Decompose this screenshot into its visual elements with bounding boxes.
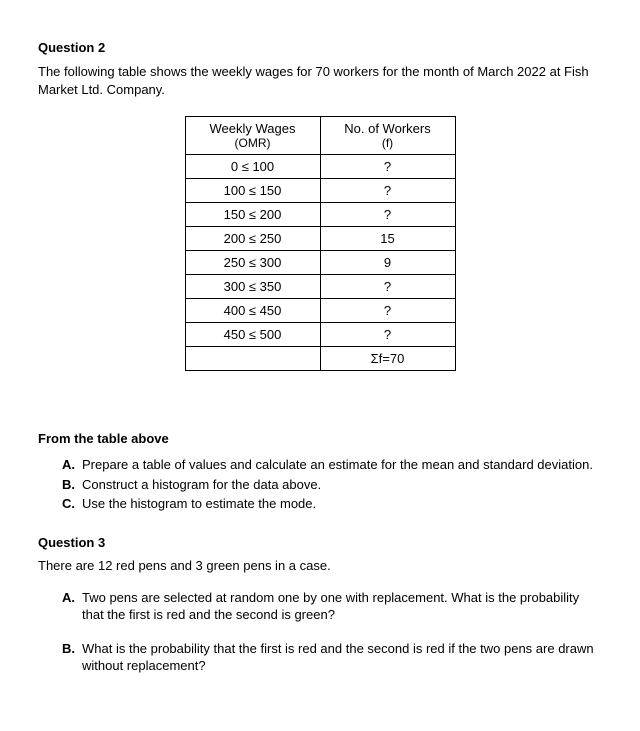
cell-total-left bbox=[185, 347, 320, 371]
question-2-title: Question 2 bbox=[38, 40, 602, 55]
part-a-text: Prepare a table of values and calculate … bbox=[82, 457, 593, 472]
q3-part-b: B. What is the probability that the firs… bbox=[62, 640, 602, 675]
wages-table: Weekly Wages (OMR) No. of Workers (f) 0 … bbox=[185, 116, 456, 371]
cell-wages: 0 ≤ 100 bbox=[185, 155, 320, 179]
cell-f: 15 bbox=[320, 227, 455, 251]
cell-total-right: Σf=70 bbox=[320, 347, 455, 371]
table-row: 250 ≤ 300 9 bbox=[185, 251, 455, 275]
cell-f: ? bbox=[320, 323, 455, 347]
cell-f: 9 bbox=[320, 251, 455, 275]
q3-part-a-text: Two pens are selected at random one by o… bbox=[82, 590, 579, 623]
part-b: B. Construct a histogram for the data ab… bbox=[62, 476, 602, 494]
table-row: 0 ≤ 100 ? bbox=[185, 155, 455, 179]
table-total-row: Σf=70 bbox=[185, 347, 455, 371]
from-table-above: From the table above bbox=[38, 431, 602, 446]
cell-wages: 150 ≤ 200 bbox=[185, 203, 320, 227]
question-3-parts: A. Two pens are selected at random one b… bbox=[38, 589, 602, 675]
cell-wages: 400 ≤ 450 bbox=[185, 299, 320, 323]
table-row: 400 ≤ 450 ? bbox=[185, 299, 455, 323]
header-wages-top: Weekly Wages bbox=[210, 121, 296, 136]
question-2-parts: A. Prepare a table of values and calcula… bbox=[38, 456, 602, 513]
table-row: 100 ≤ 150 ? bbox=[185, 179, 455, 203]
part-b-marker: B. bbox=[62, 476, 75, 494]
part-b-text: Construct a histogram for the data above… bbox=[82, 477, 321, 492]
part-c: C. Use the histogram to estimate the mod… bbox=[62, 495, 602, 513]
question-2-intro: The following table shows the weekly wag… bbox=[38, 63, 602, 98]
cell-wages: 200 ≤ 250 bbox=[185, 227, 320, 251]
cell-wages: 250 ≤ 300 bbox=[185, 251, 320, 275]
cell-f: ? bbox=[320, 203, 455, 227]
part-c-marker: C. bbox=[62, 495, 75, 513]
cell-f: ? bbox=[320, 299, 455, 323]
table-header-wages: Weekly Wages (OMR) bbox=[185, 117, 320, 155]
table-row: 150 ≤ 200 ? bbox=[185, 203, 455, 227]
part-c-text: Use the histogram to estimate the mode. bbox=[82, 496, 316, 511]
q3-part-a-marker: A. bbox=[62, 589, 75, 607]
part-a: A. Prepare a table of values and calcula… bbox=[62, 456, 602, 474]
cell-wages: 450 ≤ 500 bbox=[185, 323, 320, 347]
header-wages-sub: (OMR) bbox=[198, 136, 308, 150]
header-workers-top: No. of Workers bbox=[344, 121, 430, 136]
table-row: 450 ≤ 500 ? bbox=[185, 323, 455, 347]
question-3-title: Question 3 bbox=[38, 535, 602, 550]
question-3-intro: There are 12 red pens and 3 green pens i… bbox=[38, 558, 602, 573]
table-row: 200 ≤ 250 15 bbox=[185, 227, 455, 251]
cell-wages: 100 ≤ 150 bbox=[185, 179, 320, 203]
q3-part-a: A. Two pens are selected at random one b… bbox=[62, 589, 602, 624]
cell-wages: 300 ≤ 350 bbox=[185, 275, 320, 299]
part-a-marker: A. bbox=[62, 456, 75, 474]
q3-part-b-text: What is the probability that the first i… bbox=[82, 641, 594, 674]
cell-f: ? bbox=[320, 155, 455, 179]
table-row: 300 ≤ 350 ? bbox=[185, 275, 455, 299]
q3-part-b-marker: B. bbox=[62, 640, 75, 658]
header-workers-sub: (f) bbox=[333, 136, 443, 150]
table-header-workers: No. of Workers (f) bbox=[320, 117, 455, 155]
cell-f: ? bbox=[320, 275, 455, 299]
cell-f: ? bbox=[320, 179, 455, 203]
